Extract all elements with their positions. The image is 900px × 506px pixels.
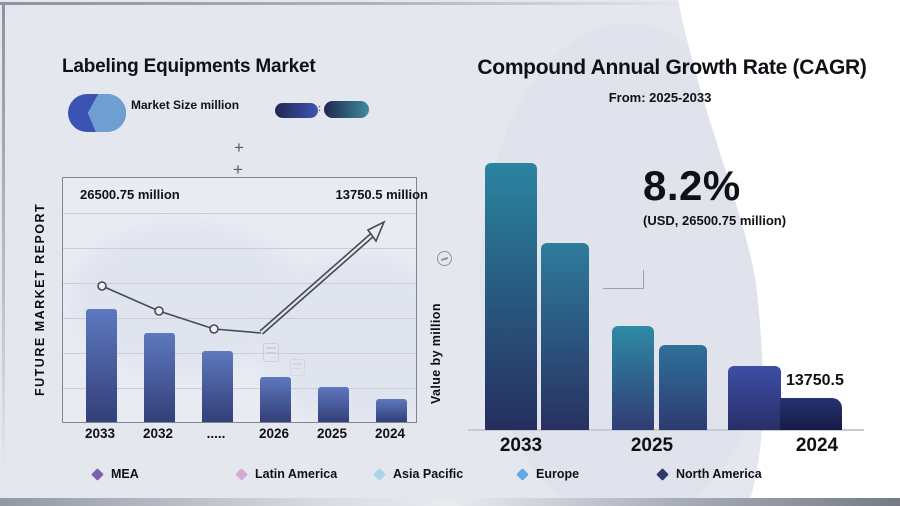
gridline [63, 388, 416, 389]
market-size-chart [62, 177, 417, 423]
bar-2026 [259, 377, 291, 422]
clipboard-watermark-icon [263, 343, 279, 362]
plus-mark-2: + [233, 160, 243, 179]
bar-2033-series-b [541, 243, 589, 430]
x-label-2033: 2033 [499, 435, 543, 456]
right-chart-axis-line [468, 429, 864, 431]
legend-item-europe: Europe [516, 467, 580, 481]
bar-2024 [375, 399, 407, 422]
x-label-2024: 2024 [374, 426, 406, 441]
arrowhead [366, 220, 386, 243]
bar-2032 [143, 333, 175, 422]
legend-label: Asia Pacific [393, 467, 464, 481]
legend-label: Latin America [255, 467, 338, 481]
capsule-highlight [87, 94, 126, 132]
bar-2024-series-a [728, 366, 781, 430]
trend-line-arrow [97, 220, 386, 335]
x-label-2026: 2026 [258, 426, 290, 441]
x-label-2024: 2024 [795, 435, 839, 456]
bar-2033 [85, 309, 117, 422]
legend-item-asia-pacific: Asia Pacific [373, 467, 464, 481]
gridline [63, 353, 416, 354]
y-axis-label: Value by million [429, 303, 443, 405]
market-size-label: Market Size million [131, 98, 240, 112]
legend-item-north-america: North America [656, 467, 762, 481]
annotation-top-left: 26500.75 million [80, 187, 180, 202]
legend-label: Europe [536, 467, 580, 481]
scale-pill-teal-icon [324, 101, 369, 118]
circled-minus-icon [437, 251, 452, 266]
annotation-top-right: 13750.5 million [335, 187, 429, 202]
plus-mark-1: + [234, 138, 244, 157]
market-size-capsule-icon [68, 94, 126, 132]
legend-label: MEA [111, 467, 139, 481]
bar-2025-series-b [659, 345, 707, 430]
legend-item-latin-america: Latin America [235, 467, 338, 481]
gridline [63, 213, 416, 214]
scale-pill-blue-icon [275, 103, 318, 118]
gridline [63, 283, 416, 284]
x-label-2033: 2033 [84, 426, 116, 441]
clipboard-watermark-icon [290, 359, 305, 376]
x-label-2032: 2032 [142, 426, 174, 441]
bar-2033-series-a [485, 163, 537, 430]
cagr-note: (USD, 26500.75 million) [643, 213, 787, 228]
cagr-subtitle: From: 2025-2033 [608, 90, 712, 105]
side-label-future-market-report: FUTURE MARKET REPORT [33, 202, 47, 396]
frame-top-border [0, 2, 690, 5]
legend-diamond-icon [235, 467, 248, 481]
x-label-2025: 2025 [630, 435, 674, 456]
legend-label: North America [676, 467, 762, 481]
legend-diamond-icon [373, 467, 386, 481]
frame-left-border [2, 2, 5, 474]
value-callout: 13750.5 [786, 372, 844, 389]
legend-diamond-icon [516, 467, 529, 481]
gridline [63, 248, 416, 249]
cagr-title: Compound Annual Growth Rate (CAGR) [477, 56, 867, 79]
legend-diamond-icon [91, 467, 104, 481]
bar-..... [201, 351, 233, 422]
cagr-value: 8.2% [643, 162, 741, 209]
legend-diamond-icon [656, 467, 669, 481]
page-title: Labeling Equipments Market [62, 56, 316, 77]
x-label-.....: ..... [206, 426, 226, 441]
pill-separator: : [318, 103, 321, 113]
bar-2024-series-b [780, 398, 842, 430]
white-swoosh [678, 0, 900, 506]
gridline [63, 318, 416, 319]
corner-bracket-line [603, 270, 644, 289]
bar-2025-series-a [612, 326, 654, 430]
bottom-metallic-strip [0, 498, 900, 506]
legend-item-mea: MEA [91, 467, 139, 481]
x-label-2025: 2025 [316, 426, 348, 441]
bar-2025 [317, 387, 349, 422]
